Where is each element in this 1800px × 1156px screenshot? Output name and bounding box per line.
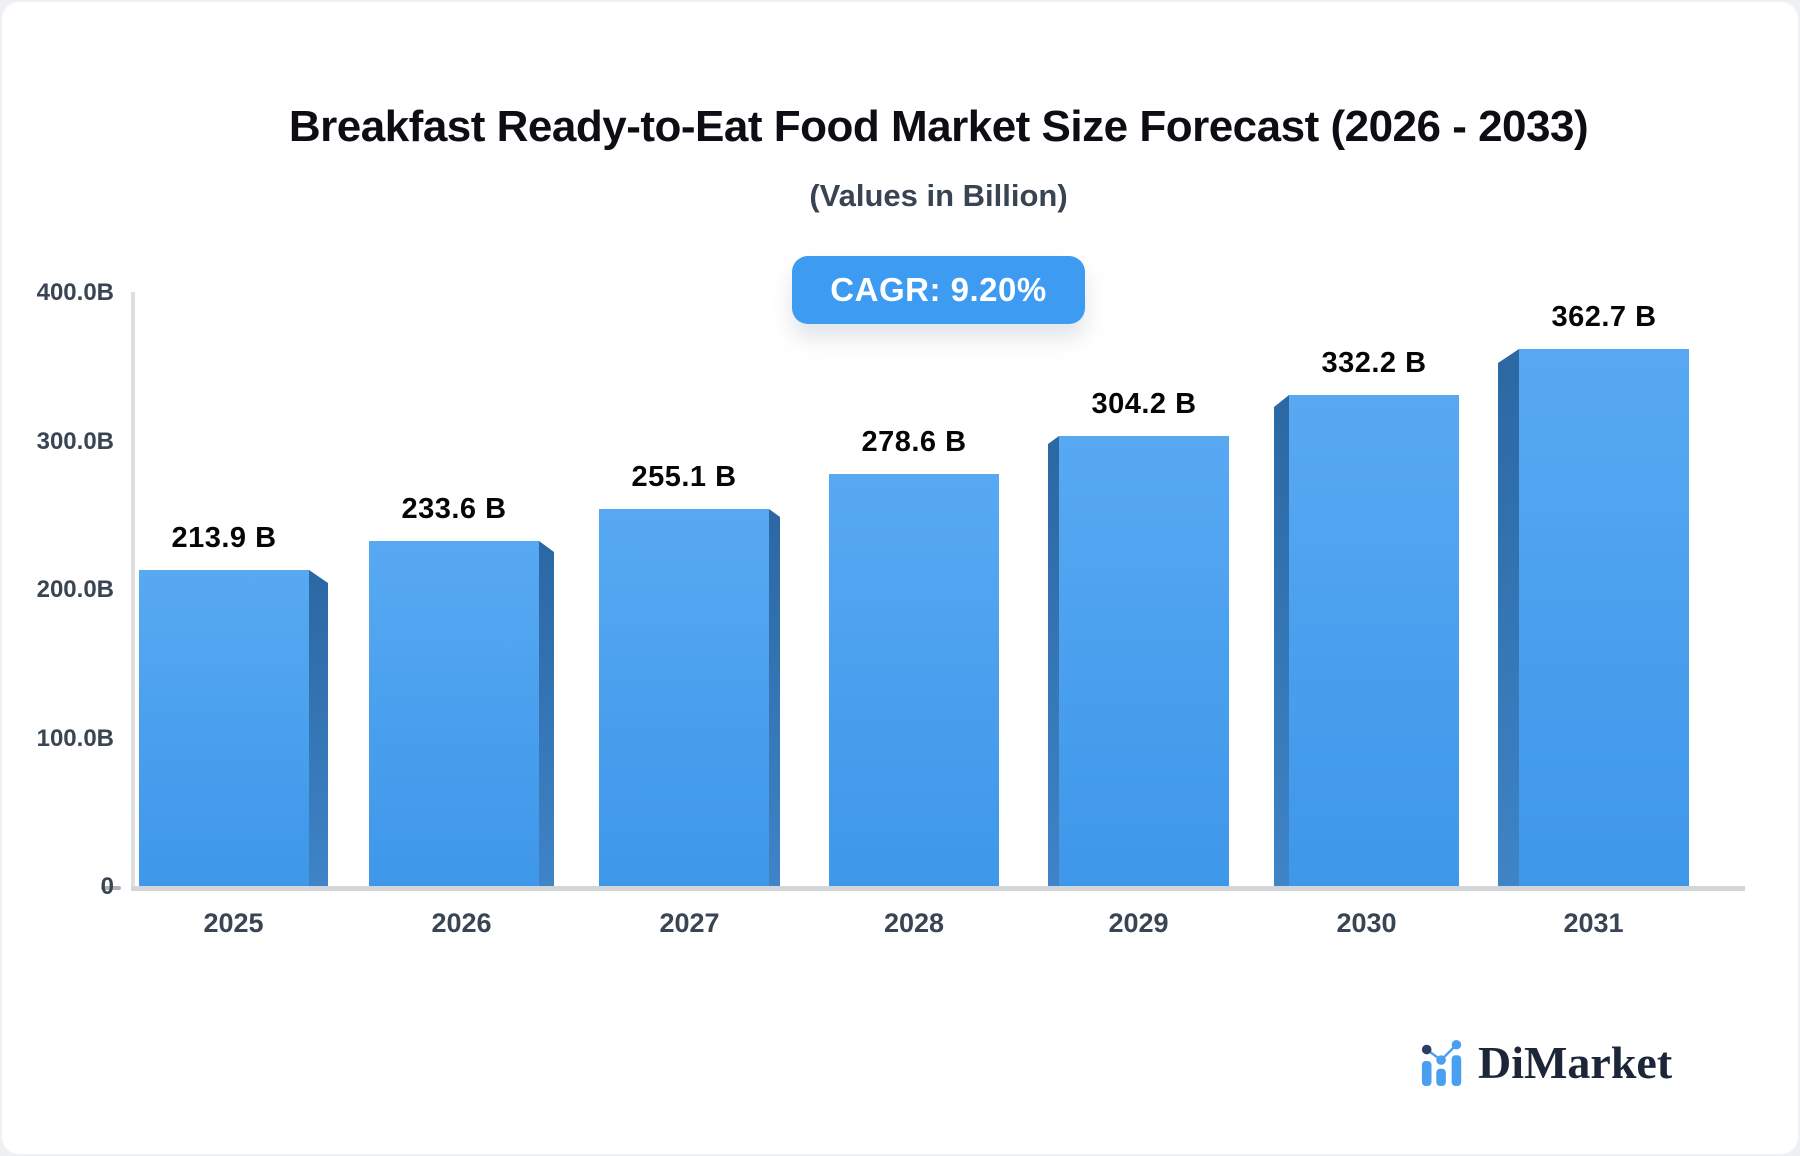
bar-value-label-2025: 213.9 B	[171, 522, 277, 554]
x-tick-label-2030: 2030	[1336, 908, 1397, 938]
x-axis-line	[131, 886, 1745, 891]
bar-2026[interactable]	[369, 541, 539, 888]
y-tick-label-0: 0	[100, 873, 114, 900]
bar-value-label-2030: 332.2 B	[1321, 347, 1427, 379]
bar-value-label-2031: 362.7 B	[1551, 301, 1657, 333]
x-tick-label-2025: 2025	[203, 908, 264, 938]
brand-name: DiMarket	[1478, 1037, 1673, 1088]
bar-side-face-2025	[309, 570, 328, 888]
bar-chart-logo-icon	[1421, 1039, 1462, 1086]
bar-value-label-2027: 255.1 B	[631, 461, 737, 493]
cagr-badge-row: CAGR: 9.20%	[133, 256, 1744, 324]
y-tick-label-300: 300.0B	[36, 427, 114, 455]
y-tick-label-400: 400.0B	[36, 279, 114, 306]
bar-side-face-2031	[1498, 349, 1519, 888]
bar-2031[interactable]	[1519, 349, 1689, 888]
x-tick-label-2031: 2031	[1563, 908, 1624, 938]
x-tick-label-2028: 2028	[883, 908, 945, 938]
bar-side-face-2027	[769, 509, 780, 888]
brand-watermark: DiMarket	[1420, 1038, 1672, 1086]
bar-2028[interactable]	[829, 474, 999, 888]
bar-side-face-2026	[539, 541, 554, 888]
bar-2027[interactable]	[599, 509, 769, 888]
x-tick-label-2029: 2029	[1108, 908, 1169, 938]
bar-value-label-2029: 304.2 B	[1091, 388, 1197, 420]
bar-side-face-2030	[1274, 395, 1289, 888]
chart-header: Breakfast Ready-to-Eat Food Market Size …	[133, 2, 1744, 214]
bar-value-label-2026: 233.6 B	[401, 493, 507, 525]
y-tick-label-100: 100.0B	[36, 724, 114, 752]
x-tick-label-2027: 2027	[659, 908, 720, 938]
bar-side-face-2029	[1048, 436, 1059, 888]
bar-2030[interactable]	[1289, 395, 1459, 888]
bar-value-label-2028: 278.6 B	[861, 426, 967, 458]
zero-tick-mark	[101, 886, 121, 890]
cagr-badge: CAGR: 9.20%	[792, 256, 1085, 324]
bar-2025[interactable]	[139, 570, 309, 888]
y-tick-label-200: 200.0B	[36, 576, 114, 603]
chart-title: Breakfast Ready-to-Eat Food Market Size …	[288, 102, 1589, 151]
x-tick-label-2026: 2026	[431, 908, 492, 938]
bar-2029[interactable]	[1059, 436, 1229, 888]
chart-subtitle: (Values in Billion)	[809, 178, 1068, 213]
y-axis-line	[131, 292, 135, 890]
